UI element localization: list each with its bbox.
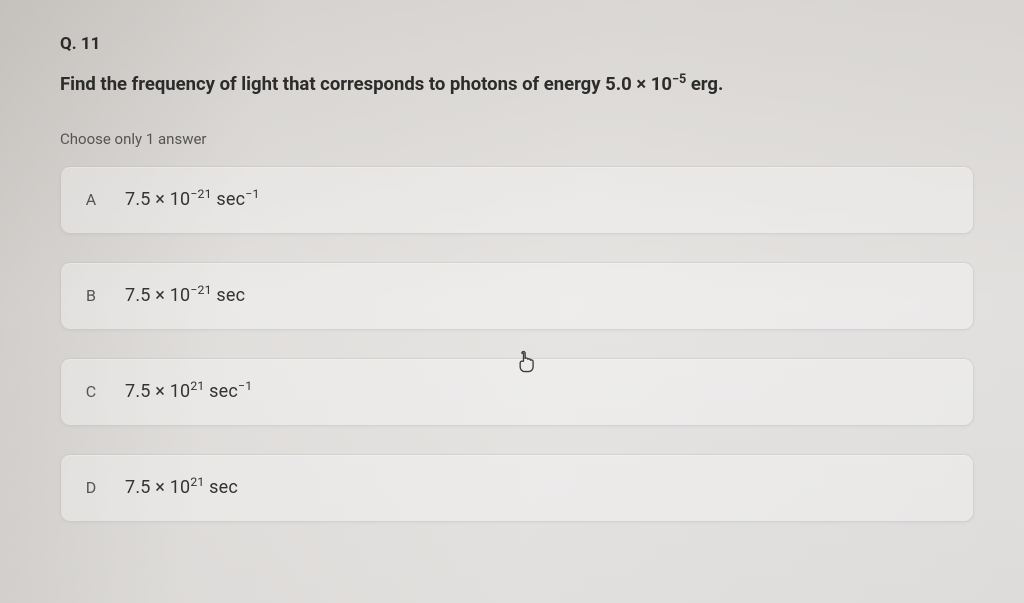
option-letter: C	[83, 382, 99, 401]
option-base: 7.5 × 10	[125, 477, 190, 498]
option-base: 7.5 × 10	[125, 381, 190, 402]
option-exp: −21	[190, 283, 211, 297]
question-energy-base: 5.0 × 10	[605, 73, 672, 95]
option-text: 7.5 × 10−21 sec−1	[125, 189, 260, 210]
question-text: Find the frequency of light that corresp…	[60, 72, 974, 98]
option-base: 7.5 × 10	[125, 285, 190, 306]
option-unit-base: sec	[205, 381, 239, 402]
question-prefix: Find the frequency of light that corresp…	[60, 73, 605, 95]
question-number: Q. 11	[60, 34, 974, 54]
option-letter: B	[83, 286, 99, 305]
option-text: 7.5 × 1021 sec−1	[125, 381, 252, 402]
option-b[interactable]: B 7.5 × 10−21 sec	[60, 262, 974, 330]
option-base: 7.5 × 10	[125, 189, 190, 210]
option-unit-base: sec	[205, 477, 239, 498]
option-c[interactable]: C 7.5 × 1021 sec−1	[60, 358, 974, 426]
question-energy-unit: erg.	[686, 73, 723, 95]
option-exp: −21	[190, 187, 211, 201]
options-container: A 7.5 × 10−21 sec−1 B 7.5 × 10−21 sec C …	[60, 166, 974, 522]
option-text: 7.5 × 10−21 sec	[125, 285, 245, 306]
option-exp: 21	[190, 475, 204, 489]
option-letter: A	[83, 190, 99, 209]
option-unit-exp: −1	[238, 379, 252, 393]
option-unit-exp: −1	[245, 187, 259, 201]
option-d[interactable]: D 7.5 × 1021 sec	[60, 454, 974, 522]
option-a[interactable]: A 7.5 × 10−21 sec−1	[60, 166, 974, 234]
option-text: 7.5 × 1021 sec	[125, 477, 238, 498]
option-exp: 21	[190, 379, 204, 393]
option-letter: D	[83, 478, 99, 497]
option-unit-base: sec	[212, 189, 246, 210]
question-energy-exp: −5	[672, 72, 686, 87]
instruction-text: Choose only 1 answer	[60, 130, 974, 148]
option-unit-base: sec	[212, 285, 246, 306]
question-page: Q. 11 Find the frequency of light that c…	[0, 0, 1024, 603]
